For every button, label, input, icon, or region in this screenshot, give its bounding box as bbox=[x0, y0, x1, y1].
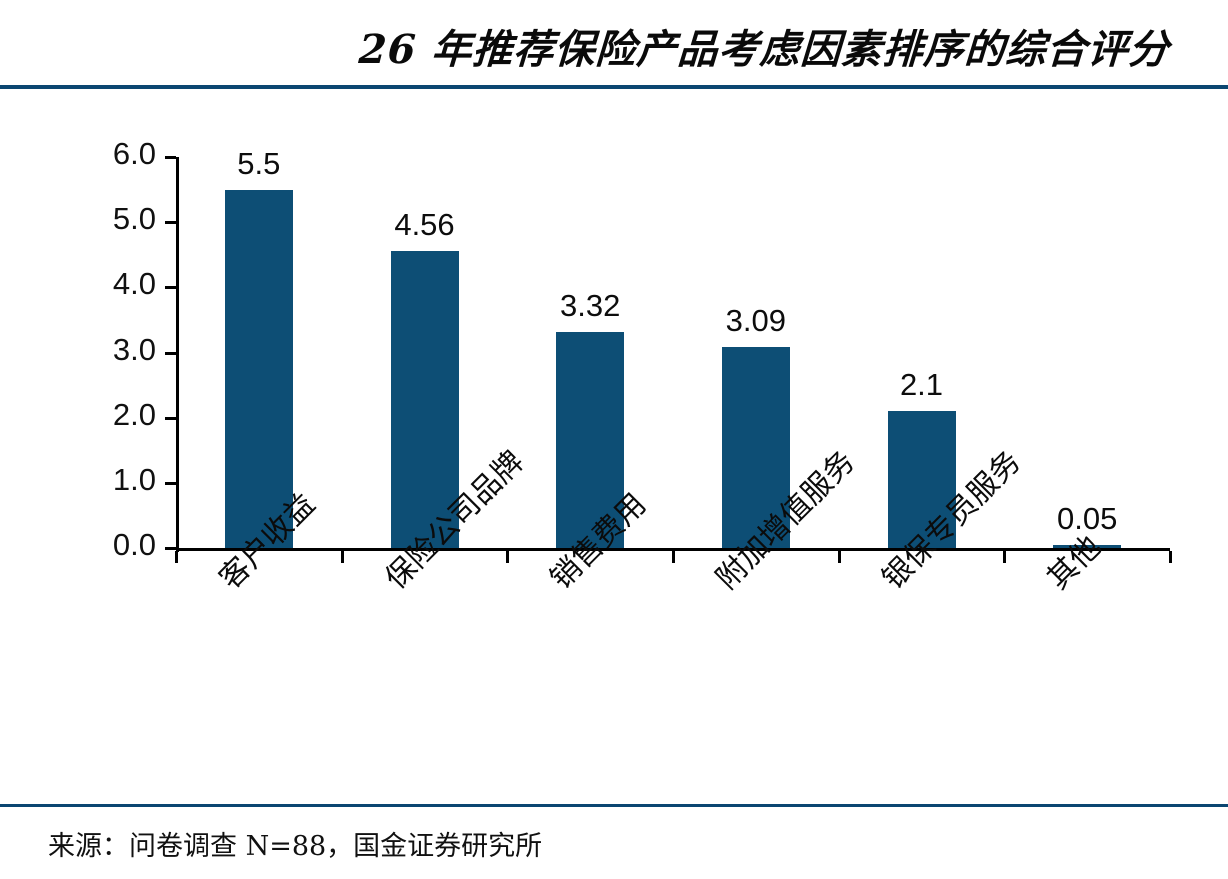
header-divider bbox=[0, 85, 1228, 89]
x-axis-category-label: 附加增值服务 bbox=[704, 444, 861, 597]
y-axis-tick-label: 5.0 bbox=[112, 201, 156, 237]
x-axis-category-label: 客户收益 bbox=[207, 487, 322, 597]
bar-value-label: 5.5 bbox=[237, 145, 281, 181]
x-axis-category-label: 保险公司品牌 bbox=[373, 444, 530, 597]
y-axis-tick bbox=[165, 286, 176, 290]
source-note: 来源：问卷调查 N=88，国金证券研究所 bbox=[48, 831, 543, 862]
bar-value-label: 3.32 bbox=[559, 287, 621, 323]
bar-value-label: 2.1 bbox=[899, 367, 944, 403]
footer-divider bbox=[0, 804, 1228, 807]
x-axis-tick bbox=[1169, 551, 1172, 563]
bar-chart-plot: 0.0 1.0 2.0 3.0 4.0 5.0 6.0 5.5 4.56 3.32 3.09 2.1… bbox=[112, 136, 1172, 597]
x-axis-category-label: 银保专员服务 bbox=[870, 444, 1027, 597]
bar[interactable] bbox=[887, 411, 956, 548]
bar-value-label: 3.09 bbox=[725, 302, 786, 338]
x-axis-category-label: 其他 bbox=[1040, 529, 1108, 597]
y-axis-tick-label: 4.0 bbox=[112, 266, 156, 302]
bar-value-label: 0.05 bbox=[1056, 500, 1118, 536]
x-axis-tick bbox=[340, 551, 344, 563]
bar[interactable] bbox=[224, 189, 293, 548]
x-axis-category-label: 销售费用 bbox=[538, 487, 654, 597]
x-axis-tick bbox=[175, 551, 178, 563]
y-axis-tick bbox=[165, 416, 176, 420]
y-axis-tick bbox=[165, 481, 176, 485]
x-axis-tick bbox=[506, 551, 510, 563]
y-axis-line bbox=[176, 157, 179, 552]
bar[interactable] bbox=[721, 346, 790, 548]
bar-value-label: 4.56 bbox=[394, 206, 455, 242]
x-axis-tick bbox=[1003, 551, 1007, 563]
y-axis-tick bbox=[165, 221, 176, 225]
y-axis-tick-label: 1.0 bbox=[112, 461, 156, 497]
x-axis-tick bbox=[672, 551, 675, 563]
bar[interactable] bbox=[556, 331, 625, 548]
y-axis-tick bbox=[165, 156, 176, 159]
y-axis-tick-label: 6.0 bbox=[112, 136, 156, 171]
y-axis-tick-label: 2.0 bbox=[112, 396, 156, 432]
x-axis-line bbox=[176, 548, 1170, 551]
y-axis-tick-label: 3.0 bbox=[112, 331, 156, 367]
bar[interactable] bbox=[390, 250, 459, 548]
y-axis-tick bbox=[165, 351, 176, 355]
y-axis-tick bbox=[165, 547, 176, 550]
x-axis-tick bbox=[837, 551, 841, 563]
bar[interactable] bbox=[1053, 544, 1122, 548]
y-axis-tick-label: 0.0 bbox=[112, 527, 156, 562]
